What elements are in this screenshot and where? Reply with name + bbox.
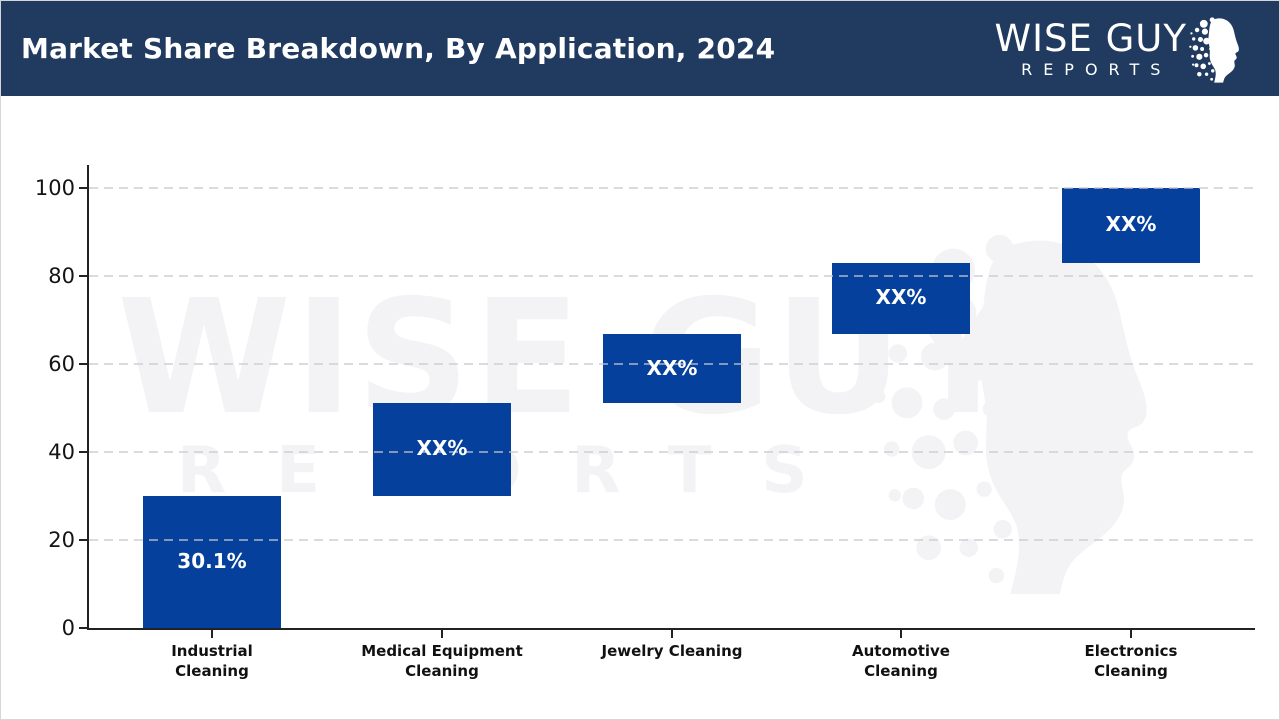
bar-value-label: 30.1% (177, 548, 247, 573)
category-label: Jewelry Cleaning (601, 642, 743, 660)
y-tick-mark (79, 363, 87, 365)
gridline-80 (89, 275, 1253, 277)
y-tick-mark (79, 627, 87, 629)
gridline-100 (89, 187, 1253, 189)
y-axis-line (87, 165, 89, 630)
category-label: Industrial Cleaning (171, 642, 253, 680)
y-tick-label: 0 (61, 616, 75, 640)
y-tick-mark (79, 451, 87, 453)
bar-value-label: XX% (875, 285, 927, 310)
bar-value-label: XX% (646, 355, 698, 380)
wiseguy-logo: WISE GUY REPORTS (995, 11, 1243, 87)
chart-area: WISE GUY REPORTS 30.1% XX% XX% XX% XX% 0 20 40… (1, 96, 1279, 719)
x-ticks-layer: Industrial Cleaning Medical Equipment Cle… (1, 96, 1279, 719)
category-label: Automotive Cleaning (852, 642, 950, 680)
bar-jewelry-cleaning: XX% (603, 334, 741, 404)
logo-subtitle: REPORTS (1021, 59, 1172, 79)
gridline-60 (89, 363, 1253, 365)
y-tick-mark (79, 539, 87, 541)
category-label: Medical Equipment Cleaning (361, 642, 523, 680)
bar-value-label: XX% (1105, 212, 1157, 237)
x-tick-mark (441, 630, 443, 638)
header: Market Share Breakdown, By Application, … (1, 1, 1279, 96)
x-axis-line (87, 628, 1255, 630)
bars-layer: 30.1% XX% XX% XX% XX% (1, 96, 1279, 719)
y-tick-label: 20 (48, 528, 75, 552)
y-tick-mark (79, 275, 87, 277)
y-tick-label: 40 (48, 440, 75, 464)
x-tick-mark (211, 630, 213, 638)
gridlines-layer (1, 96, 1279, 719)
bar-industrial-cleaning: 30.1% (143, 495, 281, 628)
category-label: Electronics Cleaning (1084, 642, 1178, 680)
x-tick-mark (671, 630, 673, 638)
y-tick-label: 60 (48, 352, 75, 376)
bar-electronics-cleaning: XX% (1062, 188, 1200, 263)
x-tick-mark (900, 630, 902, 638)
y-ticks-layer: 0 20 40 60 80 100 (1, 96, 1279, 719)
bar-value-label: XX% (416, 436, 468, 461)
bar-automotive-cleaning: XX% (832, 262, 970, 335)
logo-text: WISE GUY REPORTS (994, 16, 1187, 79)
chart-title: Market Share Breakdown, By Application, … (21, 32, 776, 65)
y-tick-label: 80 (48, 264, 75, 288)
x-tick-mark (1130, 630, 1132, 638)
logo-wordmark: WISE GUY (994, 16, 1187, 60)
gridline-40 (89, 451, 1253, 453)
bar-medical-equipment-cleaning: XX% (373, 403, 511, 496)
y-tick-mark (79, 187, 87, 189)
logo-face-icon (1189, 16, 1239, 83)
y-tick-label: 100 (34, 176, 75, 200)
gridline-20 (89, 539, 1253, 541)
